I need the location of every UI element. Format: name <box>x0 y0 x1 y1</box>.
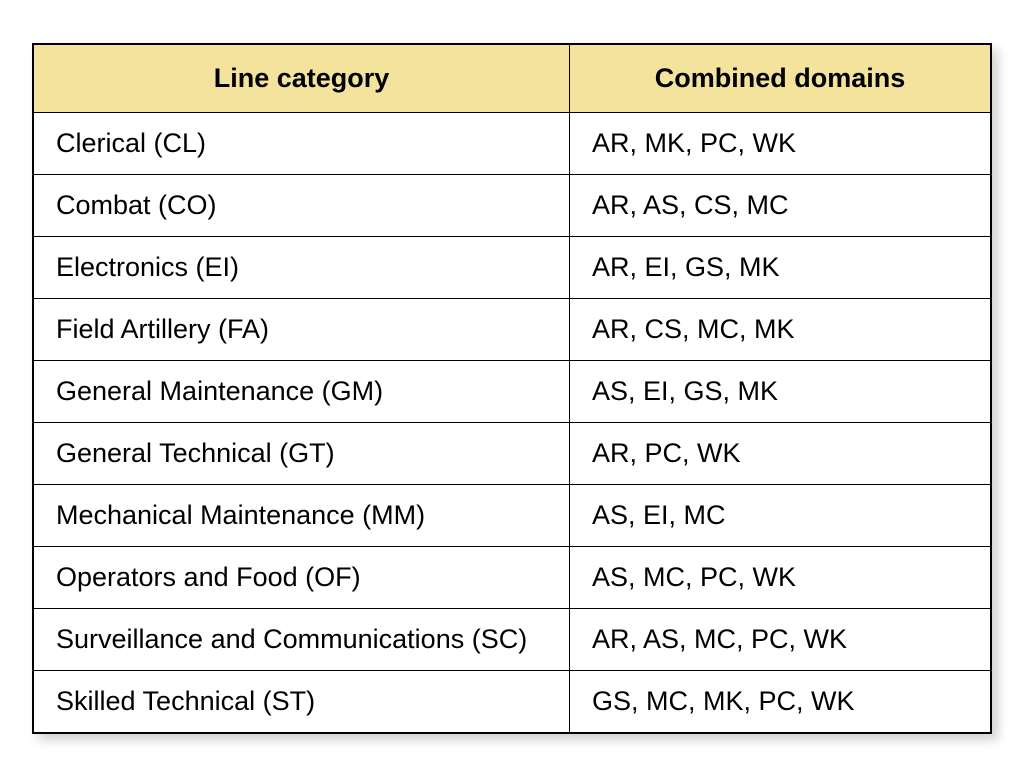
table-row: Mechanical Maintenance (MM) AS, EI, MC <box>33 484 991 546</box>
cell-line-category: Surveillance and Communications (SC) <box>33 608 569 670</box>
table-row: Surveillance and Communications (SC) AR,… <box>33 608 991 670</box>
cell-combined-domains: AR, MK, PC, WK <box>569 112 991 174</box>
cell-line-category: Skilled Technical (ST) <box>33 670 569 733</box>
table-row: Skilled Technical (ST) GS, MC, MK, PC, W… <box>33 670 991 733</box>
table-row: General Maintenance (GM) AS, EI, GS, MK <box>33 360 991 422</box>
cell-combined-domains: AR, AS, MC, PC, WK <box>569 608 991 670</box>
cell-line-category: Mechanical Maintenance (MM) <box>33 484 569 546</box>
cell-combined-domains: AS, EI, GS, MK <box>569 360 991 422</box>
cell-combined-domains: AR, EI, GS, MK <box>569 236 991 298</box>
table-row: Field Artillery (FA) AR, CS, MC, MK <box>33 298 991 360</box>
table-header-row: Line category Combined domains <box>33 44 991 113</box>
cell-combined-domains: AR, PC, WK <box>569 422 991 484</box>
cell-line-category: Field Artillery (FA) <box>33 298 569 360</box>
cell-combined-domains: AS, MC, PC, WK <box>569 546 991 608</box>
cell-combined-domains: AS, EI, MC <box>569 484 991 546</box>
cell-line-category: Electronics (EI) <box>33 236 569 298</box>
cell-line-category: General Technical (GT) <box>33 422 569 484</box>
column-header-line-category: Line category <box>33 44 569 113</box>
table-container: Line category Combined domains Clerical … <box>32 43 992 734</box>
cell-line-category: Operators and Food (OF) <box>33 546 569 608</box>
cell-line-category: Clerical (CL) <box>33 112 569 174</box>
cell-line-category: Combat (CO) <box>33 174 569 236</box>
table-row: Combat (CO) AR, AS, CS, MC <box>33 174 991 236</box>
column-header-combined-domains: Combined domains <box>569 44 991 113</box>
table-row: Clerical (CL) AR, MK, PC, WK <box>33 112 991 174</box>
line-category-table: Line category Combined domains Clerical … <box>32 43 992 734</box>
cell-line-category: General Maintenance (GM) <box>33 360 569 422</box>
table-row: Electronics (EI) AR, EI, GS, MK <box>33 236 991 298</box>
table-row: Operators and Food (OF) AS, MC, PC, WK <box>33 546 991 608</box>
cell-combined-domains: AR, AS, CS, MC <box>569 174 991 236</box>
table-row: General Technical (GT) AR, PC, WK <box>33 422 991 484</box>
cell-combined-domains: GS, MC, MK, PC, WK <box>569 670 991 733</box>
cell-combined-domains: AR, CS, MC, MK <box>569 298 991 360</box>
